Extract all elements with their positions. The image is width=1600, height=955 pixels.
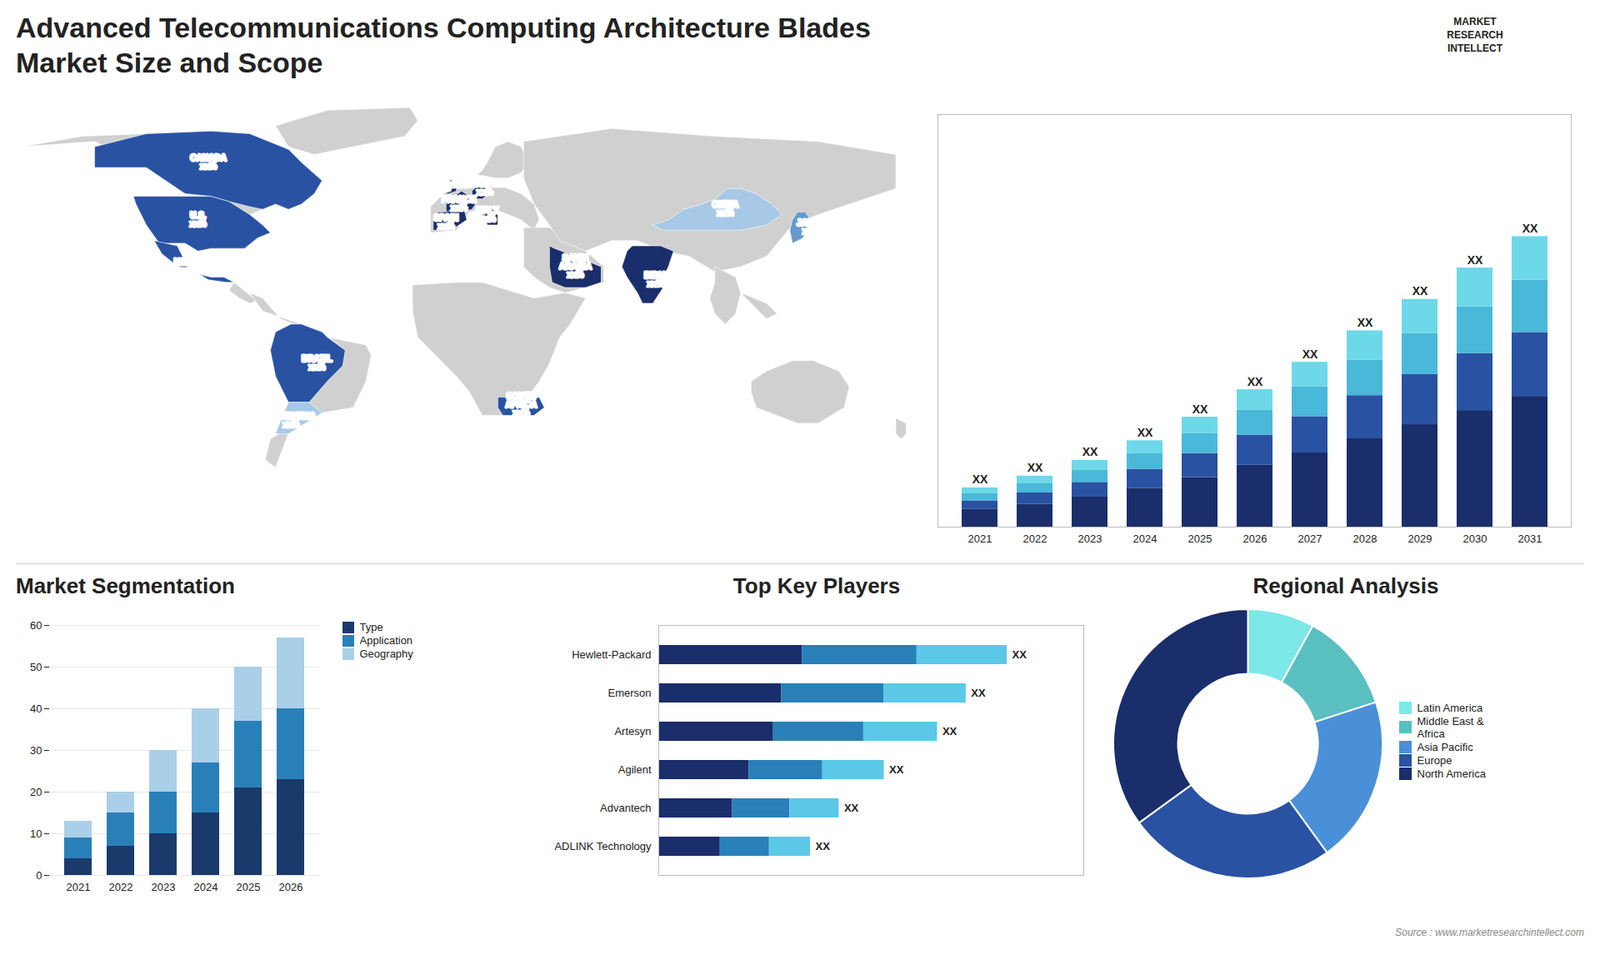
- svg-text:INDIAxx%: INDIAxx%: [644, 270, 667, 289]
- svg-text:XX: XX: [844, 801, 860, 815]
- svg-text:XX: XX: [1192, 402, 1209, 416]
- svg-text:XX: XX: [972, 472, 989, 486]
- svg-text:XX: XX: [889, 763, 905, 776]
- svg-text:BRAZILxx%: BRAZILxx%: [301, 354, 333, 372]
- svg-text:2024: 2024: [194, 880, 219, 894]
- svg-text:2026: 2026: [1243, 532, 1268, 545]
- svg-text:XX: XX: [1247, 375, 1264, 389]
- svg-text:40: 40: [30, 702, 42, 715]
- svg-text:FRANCExx%: FRANCExx%: [441, 195, 477, 213]
- svg-text:ADLINK Technology: ADLINK Technology: [554, 840, 652, 853]
- html-text:Advanced Telecommunications Co: Advanced Telecommunications Computing Ar…: [15, 11, 871, 44]
- svg-text:2021: 2021: [968, 532, 993, 545]
- svg-text:Emerson: Emerson: [607, 686, 651, 700]
- svg-text:XX: XX: [1302, 347, 1319, 361]
- svg-text:XX: XX: [1137, 425, 1154, 440]
- svg-text:2025: 2025: [236, 880, 261, 894]
- svg-text:XX: XX: [1522, 221, 1539, 235]
- html-text:Middle East & Africa: Middle East & Africa: [1417, 714, 1484, 740]
- svg-text:2022: 2022: [109, 880, 134, 894]
- svg-text:XX: XX: [1467, 253, 1484, 267]
- html-text:North America: North America: [1417, 767, 1486, 780]
- svg-text:60: 60: [30, 619, 42, 632]
- html-text:Source : www.marketresearchint: Source : www.marketresearchintellect.com: [1395, 926, 1585, 939]
- html-text:Latin America: Latin America: [1417, 701, 1483, 714]
- svg-text:Hewlett-Packard: Hewlett-Packard: [571, 648, 651, 661]
- svg-text:XX: XX: [1357, 315, 1374, 330]
- html-text:Asia Pacific: Asia Pacific: [1417, 740, 1474, 754]
- svg-text:SAUDIARABIAxx%: SAUDIARABIAxx%: [559, 253, 592, 280]
- svg-text:2021: 2021: [66, 880, 91, 894]
- svg-text:2031: 2031: [1518, 532, 1543, 545]
- html-text:Top Key Players: Top Key Players: [733, 573, 901, 599]
- svg-text:10: 10: [30, 827, 42, 840]
- html-text:Market Size and Scope: Market Size and Scope: [15, 46, 323, 79]
- html-text:Europe: Europe: [1417, 754, 1452, 767]
- svg-text:2030: 2030: [1463, 532, 1488, 545]
- svg-text:JAPANxx%: JAPANxx%: [796, 218, 825, 236]
- svg-text:SOUTHAFRICAxx%: SOUTHAFRICAxx%: [505, 391, 537, 418]
- svg-text:50: 50: [30, 660, 42, 674]
- html-text:Market Segmentation: Market Segmentation: [15, 573, 235, 599]
- svg-text:U.S.xx%: U.S.xx%: [190, 210, 207, 229]
- svg-text:Advantech: Advantech: [600, 801, 651, 815]
- svg-text:XX: XX: [970, 686, 986, 700]
- svg-text:XX: XX: [942, 725, 958, 738]
- html-text:Type: Type: [359, 620, 384, 634]
- svg-text:GERMANYxx%: GERMANYxx%: [463, 179, 506, 197]
- svg-text:XX: XX: [815, 840, 830, 853]
- svg-text:MEXICOxx%: MEXICOxx%: [174, 257, 208, 275]
- svg-text:2022: 2022: [1023, 532, 1048, 545]
- svg-text:CANADAxx%: CANADAxx%: [190, 153, 226, 171]
- svg-text:2023: 2023: [1078, 532, 1103, 545]
- svg-text:2023: 2023: [151, 880, 176, 894]
- svg-text:XX: XX: [1082, 445, 1099, 459]
- svg-text:Agilent: Agilent: [618, 763, 652, 776]
- svg-text:2028: 2028: [1353, 532, 1378, 545]
- svg-text:2025: 2025: [1188, 532, 1213, 545]
- html-text:MARKET: MARKET: [1453, 15, 1497, 28]
- html-text:RESEARCH: RESEARCH: [1446, 29, 1504, 41]
- svg-text:2029: 2029: [1408, 532, 1433, 545]
- svg-text:SPAINxx%: SPAINxx%: [433, 213, 459, 231]
- svg-text:0: 0: [35, 869, 42, 882]
- svg-text:30: 30: [30, 744, 42, 757]
- html-text:Application: Application: [359, 634, 413, 647]
- svg-text:CHINAxx%: CHINAxx%: [711, 200, 739, 218]
- html-text:Geography: Geography: [359, 647, 414, 660]
- svg-text:ARGENTINAxx%: ARGENTINAxx%: [266, 411, 316, 430]
- svg-text:XX: XX: [1027, 460, 1044, 475]
- svg-text:2024: 2024: [1133, 532, 1158, 545]
- svg-text:XX: XX: [1012, 648, 1028, 661]
- svg-text:XX: XX: [1412, 284, 1429, 298]
- svg-text:ITALYxx%: ITALYxx%: [475, 205, 500, 224]
- svg-text:2027: 2027: [1298, 532, 1323, 545]
- svg-text:Artesyn: Artesyn: [614, 725, 651, 738]
- html-text:Regional Analysis: Regional Analysis: [1252, 573, 1439, 599]
- svg-text:20: 20: [30, 785, 42, 799]
- svg-text:2026: 2026: [279, 880, 304, 894]
- svg-text:U.K.xx%: U.K.xx%: [443, 171, 460, 190]
- html-text:INTELLECT: INTELLECT: [1447, 42, 1503, 55]
